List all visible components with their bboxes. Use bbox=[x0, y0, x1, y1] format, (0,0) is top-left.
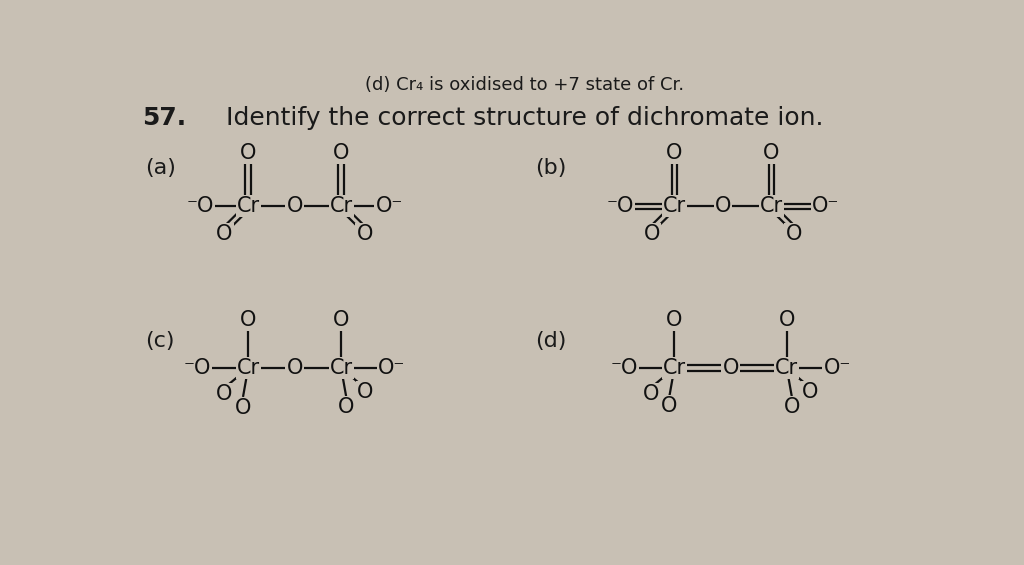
Text: ⁻O: ⁻O bbox=[606, 197, 634, 216]
Text: Identify the correct structure of dichromate ion.: Identify the correct structure of dichro… bbox=[226, 106, 823, 131]
Text: ⁻O: ⁻O bbox=[610, 358, 638, 378]
Text: O: O bbox=[667, 142, 683, 163]
Text: ⁻O: ⁻O bbox=[184, 358, 211, 378]
Text: O: O bbox=[333, 142, 349, 163]
Text: O: O bbox=[715, 197, 731, 216]
Text: O: O bbox=[338, 397, 354, 417]
Text: O: O bbox=[722, 358, 738, 378]
Text: O: O bbox=[642, 384, 658, 404]
Text: O: O bbox=[803, 382, 818, 402]
Text: O: O bbox=[778, 310, 795, 331]
Text: O: O bbox=[287, 358, 303, 378]
Text: Cr: Cr bbox=[330, 197, 352, 216]
Text: O: O bbox=[234, 398, 251, 418]
Text: O: O bbox=[644, 224, 660, 244]
Text: 57.: 57. bbox=[142, 106, 186, 131]
Text: (b): (b) bbox=[535, 158, 566, 178]
Text: O⁻: O⁻ bbox=[376, 197, 402, 216]
Text: Cr: Cr bbox=[663, 197, 686, 216]
Text: Cr: Cr bbox=[775, 358, 799, 378]
Text: O: O bbox=[662, 396, 678, 416]
Text: Cr: Cr bbox=[237, 358, 260, 378]
Text: O: O bbox=[763, 142, 779, 163]
Text: O: O bbox=[785, 224, 802, 244]
Text: O: O bbox=[240, 142, 256, 163]
Text: (d) Cr₄ is oxidised to +7 state of Cr.: (d) Cr₄ is oxidised to +7 state of Cr. bbox=[366, 76, 684, 93]
Text: (d): (d) bbox=[535, 331, 566, 351]
Text: Cr: Cr bbox=[330, 358, 352, 378]
Text: ⁻O: ⁻O bbox=[186, 197, 214, 216]
Text: O: O bbox=[240, 310, 256, 331]
Text: O: O bbox=[783, 397, 800, 417]
Text: O: O bbox=[333, 310, 349, 331]
Text: O⁻: O⁻ bbox=[378, 358, 406, 378]
Text: O: O bbox=[216, 224, 232, 244]
Text: O: O bbox=[287, 197, 303, 216]
Text: O: O bbox=[356, 382, 373, 402]
Text: O: O bbox=[216, 384, 232, 404]
Text: Cr: Cr bbox=[237, 197, 260, 216]
Text: (a): (a) bbox=[145, 158, 176, 178]
Text: (c): (c) bbox=[145, 331, 174, 351]
Text: Cr: Cr bbox=[760, 197, 782, 216]
Text: O⁻: O⁻ bbox=[812, 197, 840, 216]
Text: O: O bbox=[356, 224, 373, 244]
Text: O: O bbox=[667, 310, 683, 331]
Text: O⁻: O⁻ bbox=[823, 358, 851, 378]
Text: Cr: Cr bbox=[663, 358, 686, 378]
